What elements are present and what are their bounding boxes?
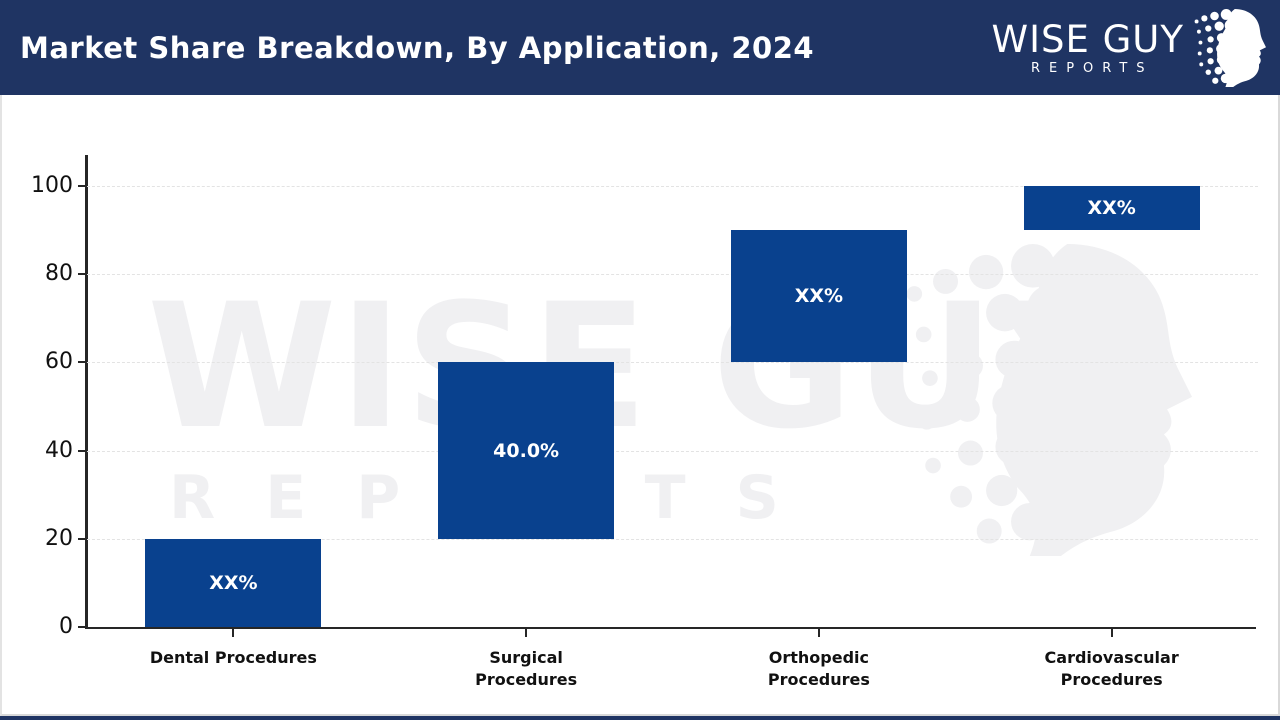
y-tick-60 [78,361,87,364]
y-tick-20 [78,537,87,540]
category-label-dental-procedures: Dental Procedures [149,648,317,667]
bar-value-label-surgical-procedures: 40.0% [493,439,560,462]
bar-cardiovascular-procedures: XX% [1023,185,1200,230]
category-label-orthopedic-procedures: Orthopedic Procedures [767,648,870,689]
bar-orthopedic-procedures: XX% [730,229,907,363]
gridline-60 [87,362,1258,364]
y-tick-40 [78,449,87,452]
bar-dental-procedures: XX% [145,538,322,627]
x-tick-cardiovascular-procedures [1110,629,1113,637]
logo-wordmark: WISE GUY [991,17,1184,61]
bar-value-label-dental-procedures: XX% [209,571,258,594]
logo-text: WISE GUY REPORTS [992,21,1184,75]
bar-surgical-procedures: 40.0% [438,362,615,539]
y-tick-label-80: 80 [45,261,73,287]
gridline-100 [87,185,1258,187]
category-label-cardiovascular-procedures: Cardiovascular Procedures [1044,648,1179,689]
category-label-surgical-procedures: Surgical Procedures [475,648,578,689]
gridline-80 [87,274,1258,276]
y-tick-label-60: 60 [45,349,73,375]
y-tick-label-0: 0 [59,614,73,639]
footer-bar [0,716,1280,720]
x-tick-orthopedic-procedures [817,629,820,637]
header-banner: Market Share Breakdown, By Application, … [0,0,1280,95]
y-tick-label-40: 40 [45,437,73,463]
bar-value-label-orthopedic-procedures: XX% [794,285,844,308]
y-axis-line [85,155,88,629]
y-tick-label-20: 20 [45,525,73,551]
gridline-20 [87,538,1258,540]
plot-area: 0 20 40 60 80 100 XX% Dental Procedures 40.0% Sur… [31,155,1258,689]
y-tick-0 [78,626,87,628]
page-title: Market Share Breakdown, By Application, … [20,30,815,65]
y-tick-80 [78,273,87,276]
x-tick-surgical-procedures [525,629,528,637]
y-tick-100 [78,184,87,187]
x-axis-line [85,626,1256,629]
dotted-head-logo-icon [1194,8,1266,87]
logo-subtitle: REPORTS [1030,60,1154,76]
wise-guy-reports-logo: WISE GUY REPORTS [992,5,1266,91]
bar-value-label-cardiovascular-procedures: XX% [1087,196,1136,219]
x-tick-dental-procedures [232,629,235,637]
gridline-40 [87,450,1258,452]
y-tick-label-100: 100 [31,172,73,198]
